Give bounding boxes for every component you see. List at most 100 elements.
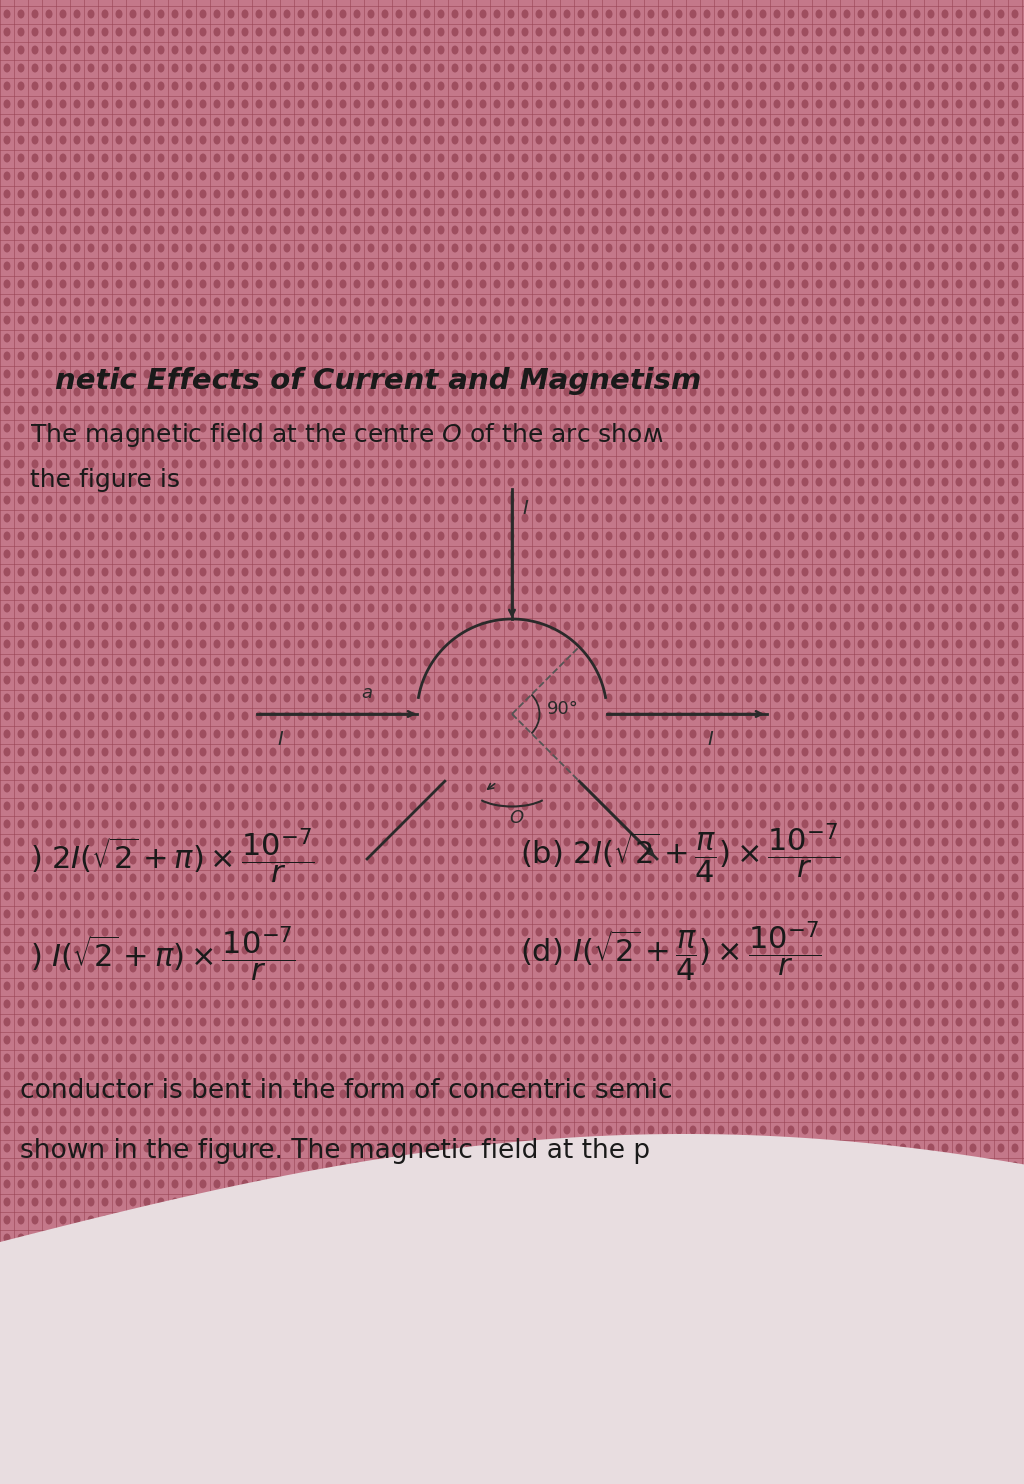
Ellipse shape xyxy=(129,711,136,721)
Ellipse shape xyxy=(158,1018,165,1027)
Ellipse shape xyxy=(311,640,318,649)
Ellipse shape xyxy=(45,496,52,505)
Ellipse shape xyxy=(452,1000,459,1009)
Ellipse shape xyxy=(536,531,543,540)
Ellipse shape xyxy=(158,567,165,576)
Ellipse shape xyxy=(857,1107,864,1116)
Ellipse shape xyxy=(1012,945,1019,954)
Ellipse shape xyxy=(899,64,906,73)
Ellipse shape xyxy=(227,801,234,810)
Ellipse shape xyxy=(382,117,388,126)
Ellipse shape xyxy=(941,64,948,73)
Ellipse shape xyxy=(886,819,893,828)
Ellipse shape xyxy=(550,370,556,378)
Ellipse shape xyxy=(479,657,486,666)
Ellipse shape xyxy=(844,910,851,919)
Ellipse shape xyxy=(689,190,696,199)
Ellipse shape xyxy=(326,1107,333,1116)
Ellipse shape xyxy=(886,675,893,684)
Ellipse shape xyxy=(718,64,725,73)
Ellipse shape xyxy=(620,208,627,217)
Ellipse shape xyxy=(815,172,822,181)
Ellipse shape xyxy=(32,567,39,576)
Ellipse shape xyxy=(3,316,10,325)
Ellipse shape xyxy=(620,549,627,558)
Ellipse shape xyxy=(395,82,402,91)
Ellipse shape xyxy=(395,675,402,684)
Ellipse shape xyxy=(213,82,220,91)
Ellipse shape xyxy=(437,748,444,757)
Ellipse shape xyxy=(536,153,543,163)
Ellipse shape xyxy=(913,981,921,990)
Ellipse shape xyxy=(3,784,10,792)
Ellipse shape xyxy=(311,622,318,631)
Ellipse shape xyxy=(857,910,864,919)
Ellipse shape xyxy=(521,1162,528,1171)
Ellipse shape xyxy=(662,1251,669,1260)
Ellipse shape xyxy=(185,334,193,343)
Ellipse shape xyxy=(171,622,178,631)
Ellipse shape xyxy=(227,730,234,739)
Ellipse shape xyxy=(17,1071,25,1080)
Ellipse shape xyxy=(718,675,725,684)
Ellipse shape xyxy=(340,586,346,595)
Ellipse shape xyxy=(676,604,683,613)
Ellipse shape xyxy=(116,693,123,702)
Ellipse shape xyxy=(605,730,612,739)
Ellipse shape xyxy=(899,801,906,810)
Ellipse shape xyxy=(787,1233,795,1242)
Ellipse shape xyxy=(340,874,346,883)
Ellipse shape xyxy=(410,1144,417,1153)
Ellipse shape xyxy=(368,387,375,396)
Ellipse shape xyxy=(997,1162,1005,1171)
Ellipse shape xyxy=(466,478,472,487)
Ellipse shape xyxy=(59,981,67,990)
Ellipse shape xyxy=(479,82,486,91)
Ellipse shape xyxy=(563,261,570,270)
Ellipse shape xyxy=(745,604,753,613)
Ellipse shape xyxy=(983,855,990,865)
Ellipse shape xyxy=(424,117,430,126)
Ellipse shape xyxy=(760,99,767,108)
Ellipse shape xyxy=(200,657,207,666)
Ellipse shape xyxy=(368,1071,375,1080)
Ellipse shape xyxy=(773,370,780,378)
Ellipse shape xyxy=(689,1162,696,1171)
Ellipse shape xyxy=(200,243,207,252)
Ellipse shape xyxy=(703,604,711,613)
Ellipse shape xyxy=(101,135,109,144)
Ellipse shape xyxy=(494,531,501,540)
Ellipse shape xyxy=(815,928,822,936)
Ellipse shape xyxy=(634,766,640,775)
Ellipse shape xyxy=(508,1089,514,1098)
Ellipse shape xyxy=(536,117,543,126)
Ellipse shape xyxy=(913,657,921,666)
Ellipse shape xyxy=(59,586,67,595)
Ellipse shape xyxy=(997,586,1005,595)
Ellipse shape xyxy=(116,370,123,378)
Ellipse shape xyxy=(521,837,528,846)
Ellipse shape xyxy=(703,819,711,828)
Ellipse shape xyxy=(634,1233,640,1242)
Ellipse shape xyxy=(200,387,207,396)
Ellipse shape xyxy=(886,352,893,361)
Ellipse shape xyxy=(45,1251,52,1260)
Ellipse shape xyxy=(143,334,151,343)
Ellipse shape xyxy=(731,28,738,37)
Ellipse shape xyxy=(452,586,459,595)
Ellipse shape xyxy=(311,657,318,666)
Ellipse shape xyxy=(353,945,360,954)
Ellipse shape xyxy=(703,1144,711,1153)
Ellipse shape xyxy=(87,370,94,378)
Ellipse shape xyxy=(773,28,780,37)
Ellipse shape xyxy=(955,1180,963,1189)
Ellipse shape xyxy=(32,190,39,199)
Ellipse shape xyxy=(563,640,570,649)
Ellipse shape xyxy=(970,1198,977,1206)
Ellipse shape xyxy=(466,117,472,126)
Ellipse shape xyxy=(689,172,696,181)
Ellipse shape xyxy=(857,1054,864,1063)
Ellipse shape xyxy=(171,135,178,144)
Ellipse shape xyxy=(983,748,990,757)
Ellipse shape xyxy=(437,1036,444,1045)
